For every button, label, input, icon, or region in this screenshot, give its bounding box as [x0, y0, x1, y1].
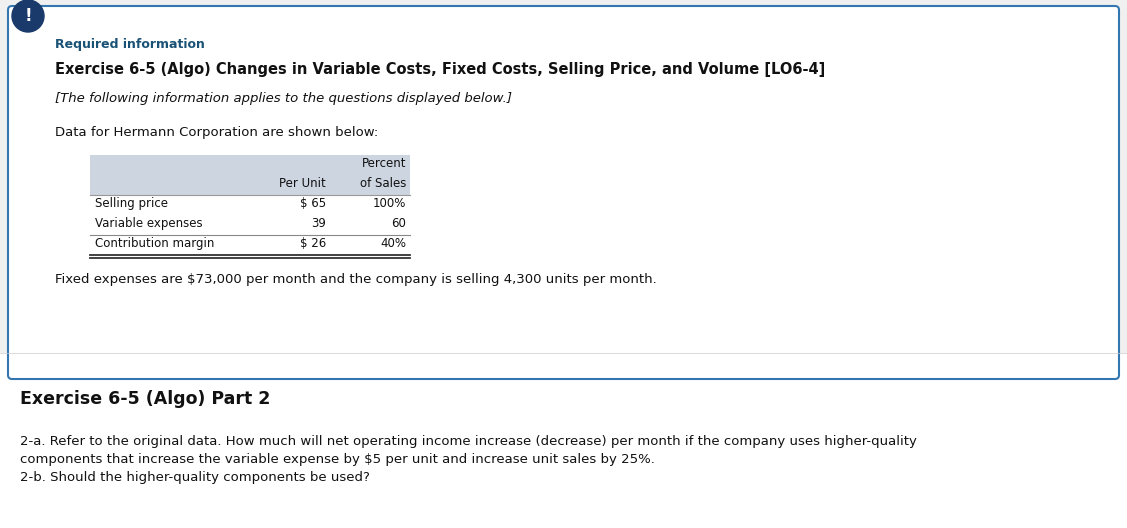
Text: [The following information applies to the questions displayed below.]: [The following information applies to th…	[55, 92, 512, 105]
Text: of Sales: of Sales	[360, 177, 406, 190]
Text: $ 65: $ 65	[300, 197, 326, 210]
Text: Exercise 6-5 (Algo) Changes in Variable Costs, Fixed Costs, Selling Price, and V: Exercise 6-5 (Algo) Changes in Variable …	[55, 62, 825, 77]
Text: Contribution margin: Contribution margin	[95, 237, 214, 250]
Text: 39: 39	[311, 217, 326, 230]
Text: Data for Hermann Corporation are shown below:: Data for Hermann Corporation are shown b…	[55, 126, 379, 139]
Bar	[90, 155, 410, 195]
Text: !: !	[24, 7, 32, 25]
Text: Percent: Percent	[362, 157, 406, 170]
Text: $ 26: $ 26	[300, 237, 326, 250]
Text: Variable expenses: Variable expenses	[95, 217, 203, 230]
FancyBboxPatch shape	[8, 6, 1119, 379]
Bar	[0, 0, 1127, 10]
Text: Exercise 6-5 (Algo) Part 2: Exercise 6-5 (Algo) Part 2	[20, 390, 270, 408]
Text: 2-a. Refer to the original data. How much will net operating income increase (de: 2-a. Refer to the original data. How muc…	[20, 435, 917, 484]
Bar	[90, 195, 410, 215]
Bar	[0, 353, 1127, 528]
Text: 60: 60	[391, 217, 406, 230]
Text: 100%: 100%	[373, 197, 406, 210]
Text: Per Unit: Per Unit	[279, 177, 326, 190]
Text: Fixed expenses are $73,000 per month and the company is selling 4,300 units per : Fixed expenses are $73,000 per month and…	[55, 273, 657, 286]
Text: 40%: 40%	[380, 237, 406, 250]
Text: Required information: Required information	[55, 38, 205, 51]
Bar	[90, 215, 410, 235]
Bar	[90, 235, 410, 255]
Circle shape	[12, 0, 44, 32]
Text: Selling price: Selling price	[95, 197, 168, 210]
